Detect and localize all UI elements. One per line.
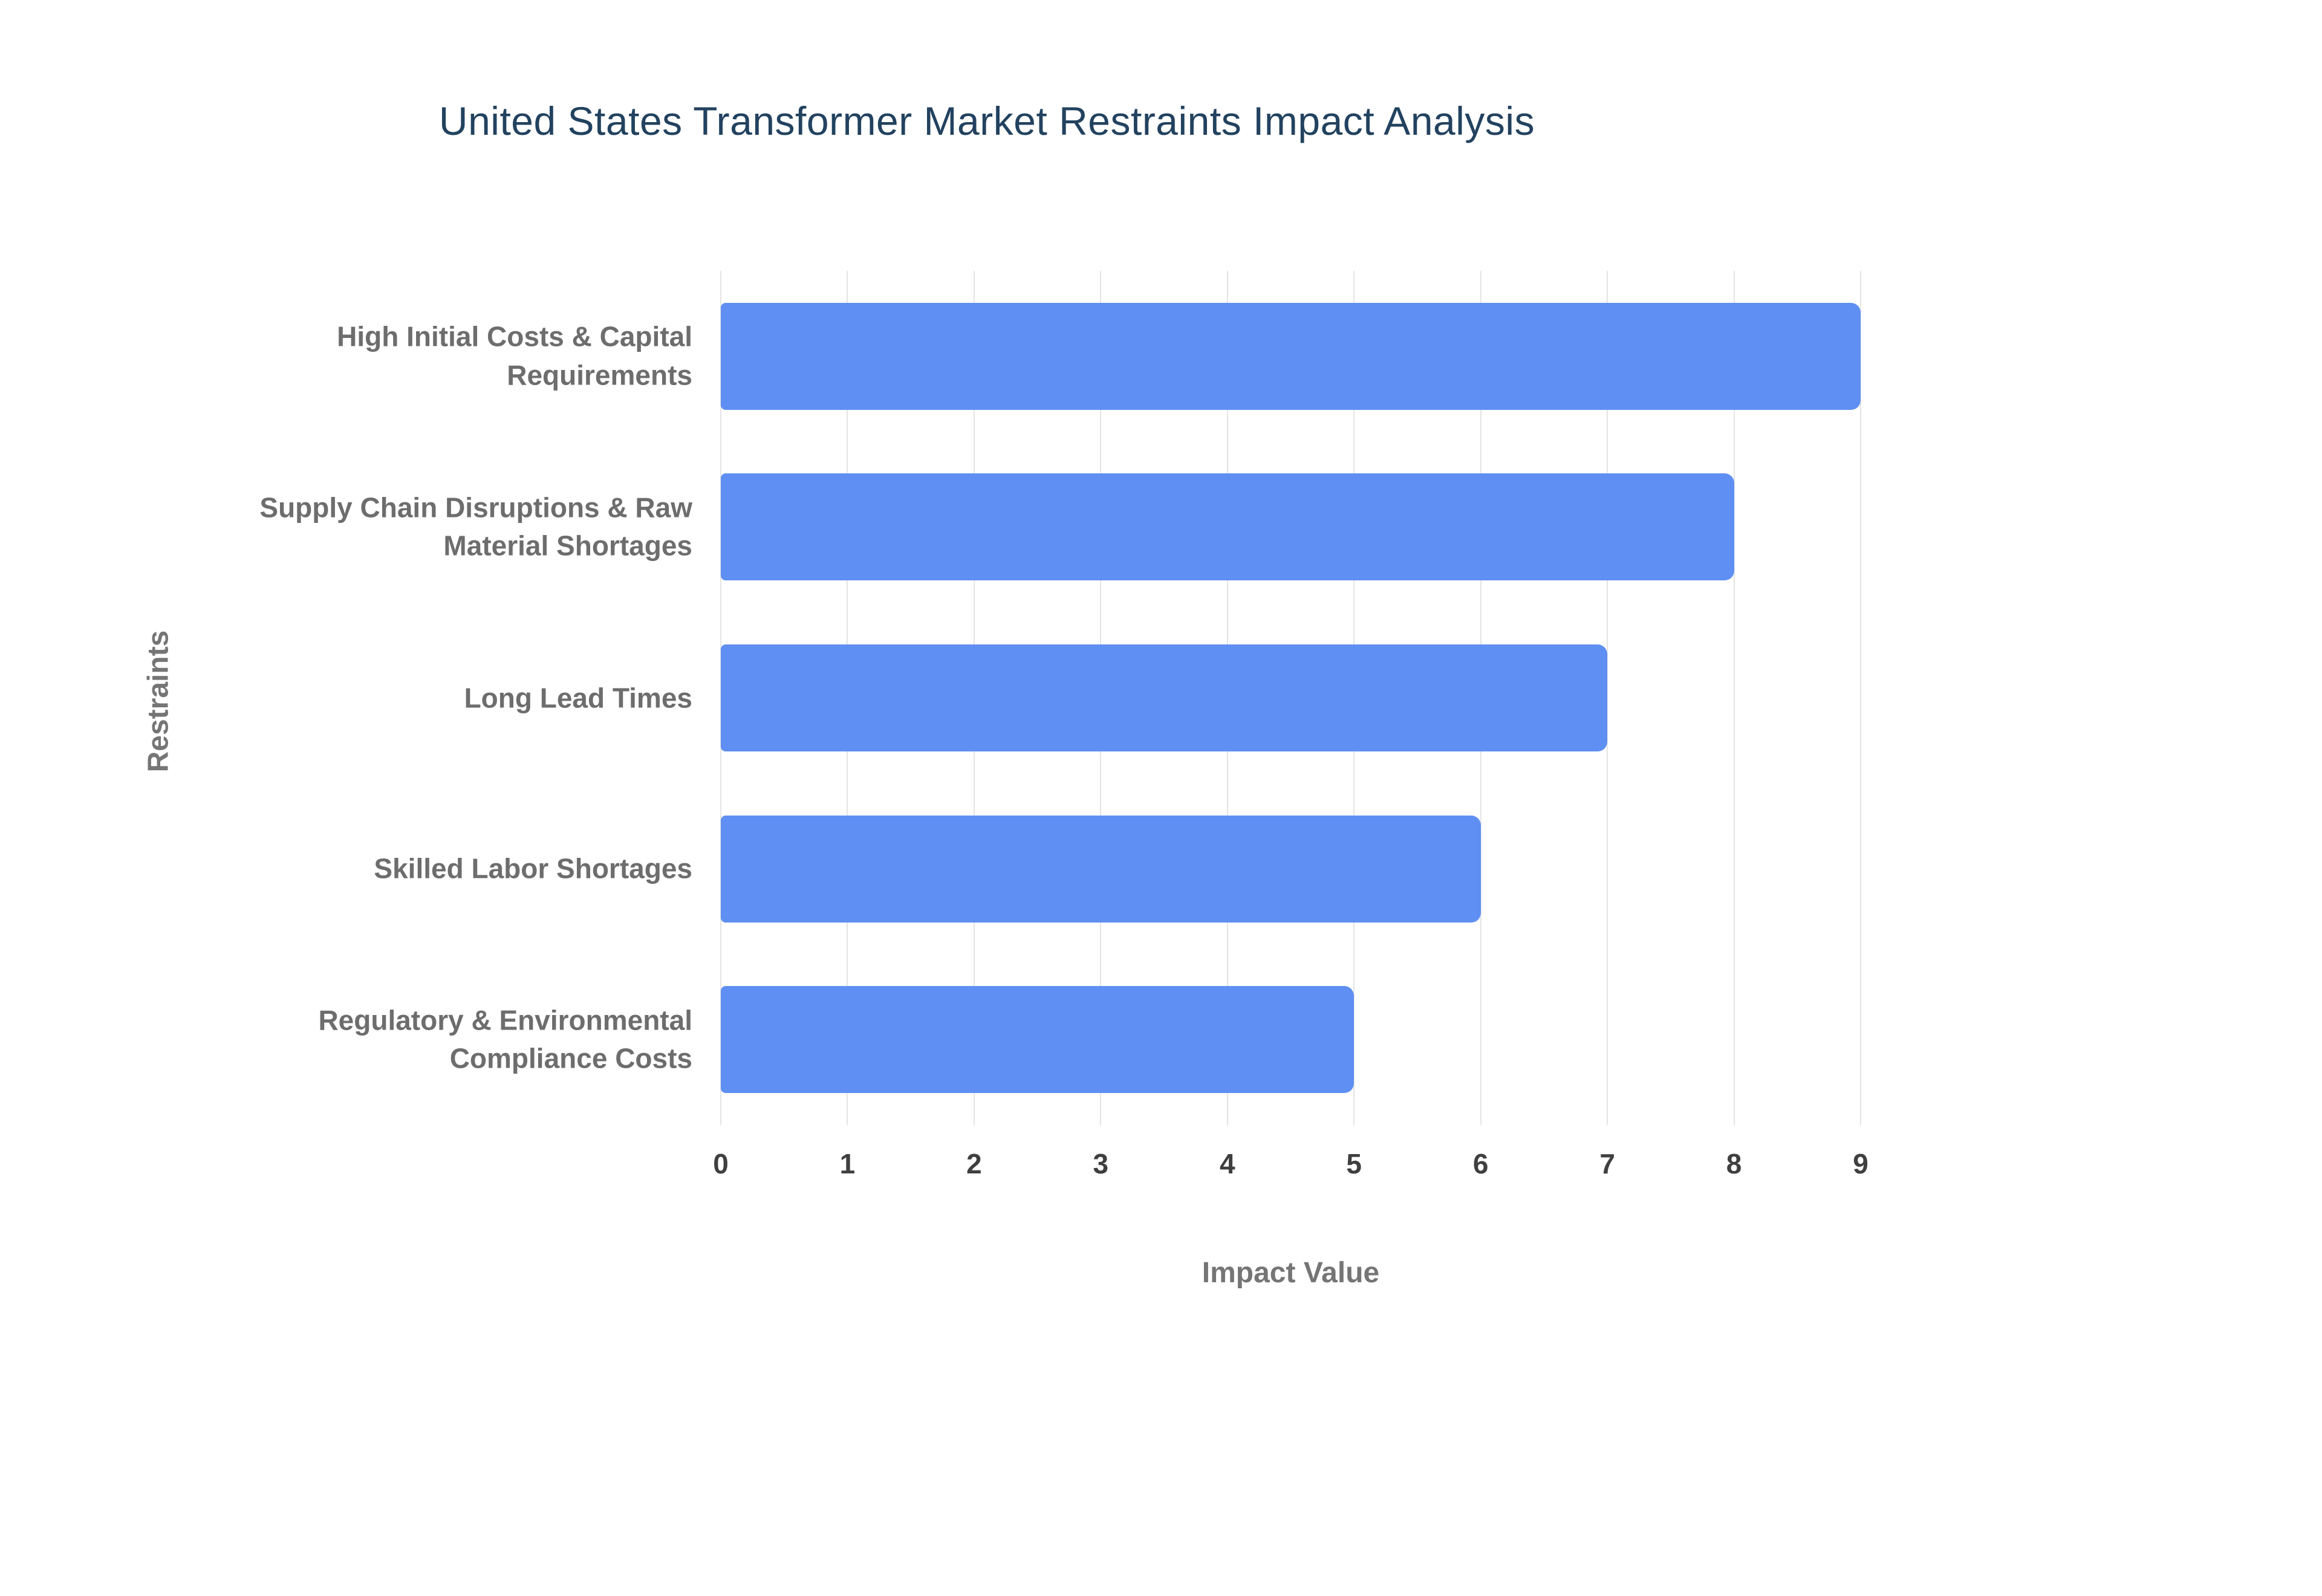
category-label: Long Lead Times (464, 681, 692, 713)
bar[interactable] (721, 473, 1734, 581)
bar[interactable] (721, 815, 1481, 923)
x-axis-tick-labels: 0 1 2 3 4 5 6 7 8 9 (713, 1147, 1868, 1190)
x-tick-label: 2 (966, 1148, 982, 1179)
x-tick-label: 8 (1726, 1148, 1742, 1179)
x-tick-label: 4 (1219, 1148, 1235, 1179)
bar[interactable] (721, 986, 1354, 1094)
gridline (1860, 271, 1861, 1125)
x-tick-label: 0 (713, 1148, 729, 1179)
gridline (1607, 271, 1608, 1125)
y-axis-title: Restraints (142, 630, 175, 773)
x-tick-label: 7 (1599, 1148, 1615, 1179)
chart-title: United States Transformer Market Restrai… (438, 99, 1535, 143)
x-tick-label: 1 (839, 1148, 856, 1179)
x-tick-label: 9 (1853, 1148, 1868, 1179)
category-label: Supply Chain Disruptions & Raw Material … (259, 491, 692, 562)
bar[interactable] (721, 644, 1608, 752)
category-label: Skilled Labor Shortages (374, 852, 692, 884)
bar[interactable] (721, 302, 1861, 410)
x-tick-label: 5 (1346, 1148, 1362, 1179)
plot-area (720, 271, 1861, 1125)
x-axis-title: Impact Value (1202, 1257, 1380, 1289)
category-label: High Initial Costs & Capital Requirement… (337, 320, 692, 391)
gridline (1733, 271, 1735, 1125)
x-tick-label: 6 (1472, 1148, 1489, 1179)
x-tick-label: 3 (1093, 1148, 1109, 1179)
category-label: Regulatory & Environmental Compliance Co… (318, 1004, 692, 1074)
y-axis-category-labels: High Initial Costs & Capital Requirement… (233, 271, 692, 1125)
